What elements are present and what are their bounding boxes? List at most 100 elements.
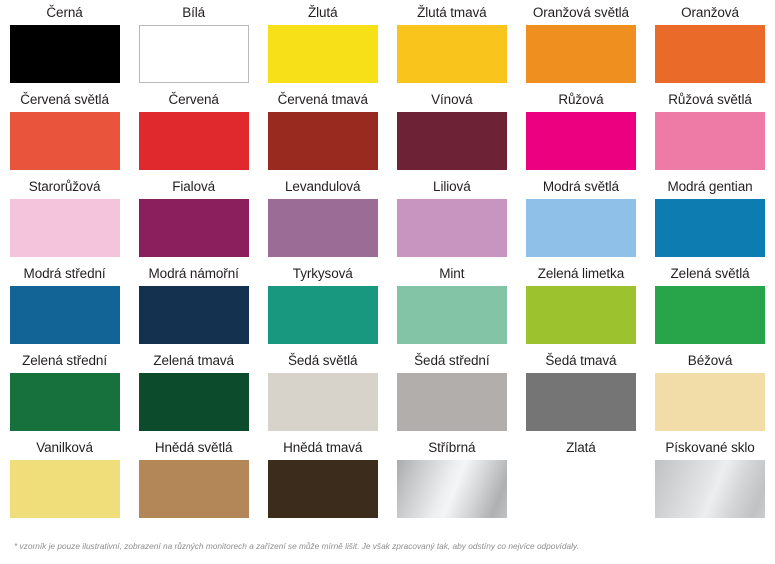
swatch-color-chip[interactable]	[655, 25, 766, 83]
swatch-label: Bílá	[182, 5, 206, 20]
swatch-cell[interactable]: Šedá světlá	[258, 352, 387, 439]
swatch-color-chip[interactable]	[9, 460, 120, 518]
swatch-cell[interactable]: Fialová	[129, 178, 258, 265]
swatch-color-chip[interactable]	[267, 460, 378, 518]
swatch-color-chip[interactable]	[138, 460, 249, 518]
swatch-label: Hnědá tmavá	[283, 440, 363, 455]
swatch-color-chip[interactable]	[655, 112, 766, 170]
swatch-cell[interactable]: Červená	[129, 91, 258, 178]
swatch-label: Žlutá	[307, 5, 338, 20]
swatch-color-chip[interactable]	[396, 286, 507, 344]
swatch-color-chip[interactable]	[267, 199, 378, 257]
swatch-color-chip[interactable]	[396, 112, 507, 170]
swatch-cell[interactable]: Zelená limetka	[516, 265, 645, 352]
swatch-color-chip[interactable]	[525, 199, 636, 257]
swatch-color-chip[interactable]	[396, 25, 507, 83]
swatch-cell[interactable]: Tyrkysová	[258, 265, 387, 352]
swatch-color-chip[interactable]	[9, 373, 120, 431]
swatch-color-chip[interactable]	[267, 112, 378, 170]
swatch-cell[interactable]: Červená světlá	[0, 91, 129, 178]
swatch-label: Béžová	[687, 353, 733, 368]
swatch-cell[interactable]: Starorůžová	[0, 178, 129, 265]
swatch-color-chip[interactable]	[267, 25, 378, 83]
swatch-label: Šedá světlá	[288, 353, 358, 368]
swatch-cell[interactable]: Zelená světlá	[645, 265, 774, 352]
swatch-color-chip[interactable]	[9, 199, 120, 257]
swatch-cell[interactable]: Oranžová světlá	[516, 4, 645, 91]
swatch-cell[interactable]: Pískované sklo	[645, 439, 774, 526]
swatch-color-chip[interactable]	[267, 373, 378, 431]
swatch-cell[interactable]: Modrá světlá	[516, 178, 645, 265]
swatch-label: Červená	[168, 92, 219, 107]
swatch-label: Zelená světlá	[670, 266, 750, 281]
swatch-color-chip[interactable]	[9, 286, 120, 344]
swatch-cell[interactable]: Žlutá	[258, 4, 387, 91]
swatch-color-chip[interactable]	[655, 373, 766, 431]
swatch-label: Stříbrná	[428, 440, 476, 455]
swatch-color-chip[interactable]	[267, 286, 378, 344]
swatch-label: Modrá střední	[23, 266, 106, 281]
swatch-label: Zelená střední	[22, 353, 107, 368]
swatch-color-chip[interactable]	[655, 199, 766, 257]
swatch-cell[interactable]: Modrá námořní	[129, 265, 258, 352]
swatch-label: Černá	[46, 5, 83, 20]
swatch-color-chip[interactable]	[9, 25, 120, 83]
swatch-cell[interactable]: Šedá tmavá	[516, 352, 645, 439]
swatch-label: Liliová	[433, 179, 471, 194]
swatch-label: Šedá tmavá	[545, 353, 617, 368]
swatch-color-chip[interactable]	[138, 199, 249, 257]
swatch-cell[interactable]: Modrá gentian	[645, 178, 774, 265]
swatch-cell[interactable]: Vanilková	[0, 439, 129, 526]
swatch-label: Růžová	[558, 92, 604, 107]
swatch-label: Vínová	[431, 92, 473, 107]
swatch-color-chip[interactable]	[655, 460, 766, 518]
swatch-cell[interactable]: Červená tmavá	[258, 91, 387, 178]
swatch-cell[interactable]: Zlatá	[516, 439, 645, 526]
swatch-cell[interactable]: Liliová	[387, 178, 516, 265]
swatch-label: Červená světlá	[20, 92, 109, 107]
swatch-color-chip[interactable]	[525, 112, 636, 170]
swatch-cell[interactable]: Vínová	[387, 91, 516, 178]
swatch-cell[interactable]: Růžová	[516, 91, 645, 178]
swatch-label: Fialová	[172, 179, 216, 194]
swatch-color-chip[interactable]	[655, 286, 766, 344]
swatch-label: Červená tmavá	[277, 92, 368, 107]
swatch-color-chip[interactable]	[526, 460, 636, 518]
swatch-cell[interactable]: Béžová	[645, 352, 774, 439]
swatch-color-chip[interactable]	[396, 460, 507, 518]
swatch-color-chip[interactable]	[525, 373, 636, 431]
swatch-cell[interactable]: Žlutá tmavá	[387, 4, 516, 91]
swatch-color-chip[interactable]	[525, 25, 636, 83]
swatch-cell[interactable]: Mint	[387, 265, 516, 352]
swatch-color-chip[interactable]	[138, 112, 249, 170]
swatch-label: Hnědá světlá	[154, 440, 233, 455]
swatch-cell[interactable]: Oranžová	[645, 4, 774, 91]
swatch-cell[interactable]: Zelená tmavá	[129, 352, 258, 439]
swatch-label: Zlatá	[566, 440, 596, 455]
swatch-cell[interactable]: Modrá střední	[0, 265, 129, 352]
swatch-color-chip[interactable]	[138, 286, 249, 344]
swatch-cell[interactable]: Růžová světlá	[645, 91, 774, 178]
swatch-color-chip[interactable]	[396, 199, 507, 257]
swatch-color-chip[interactable]	[138, 25, 249, 83]
swatch-cell[interactable]: Levandulová	[258, 178, 387, 265]
swatch-label: Levandulová	[285, 179, 361, 194]
swatch-color-chip[interactable]	[525, 286, 636, 344]
swatch-cell[interactable]: Šedá střední	[387, 352, 516, 439]
swatch-label: Pískované sklo	[665, 440, 755, 455]
swatch-cell[interactable]: Černá	[0, 4, 129, 91]
swatch-cell[interactable]: Bílá	[129, 4, 258, 91]
swatch-label: Žlutá tmavá	[417, 5, 487, 20]
swatch-label: Starorůžová	[28, 179, 101, 194]
swatch-cell[interactable]: Stříbrná	[387, 439, 516, 526]
swatch-cell[interactable]: Hnědá světlá	[129, 439, 258, 526]
swatch-color-chip[interactable]	[396, 373, 507, 431]
swatch-cell[interactable]: Hnědá tmavá	[258, 439, 387, 526]
swatch-label: Oranžová	[681, 5, 739, 20]
swatch-cell[interactable]: Zelená střední	[0, 352, 129, 439]
swatch-color-chip[interactable]	[9, 112, 120, 170]
swatch-color-chip[interactable]	[138, 373, 249, 431]
swatch-label: Modrá světlá	[542, 179, 619, 194]
swatch-label: Zelená tmavá	[153, 353, 234, 368]
